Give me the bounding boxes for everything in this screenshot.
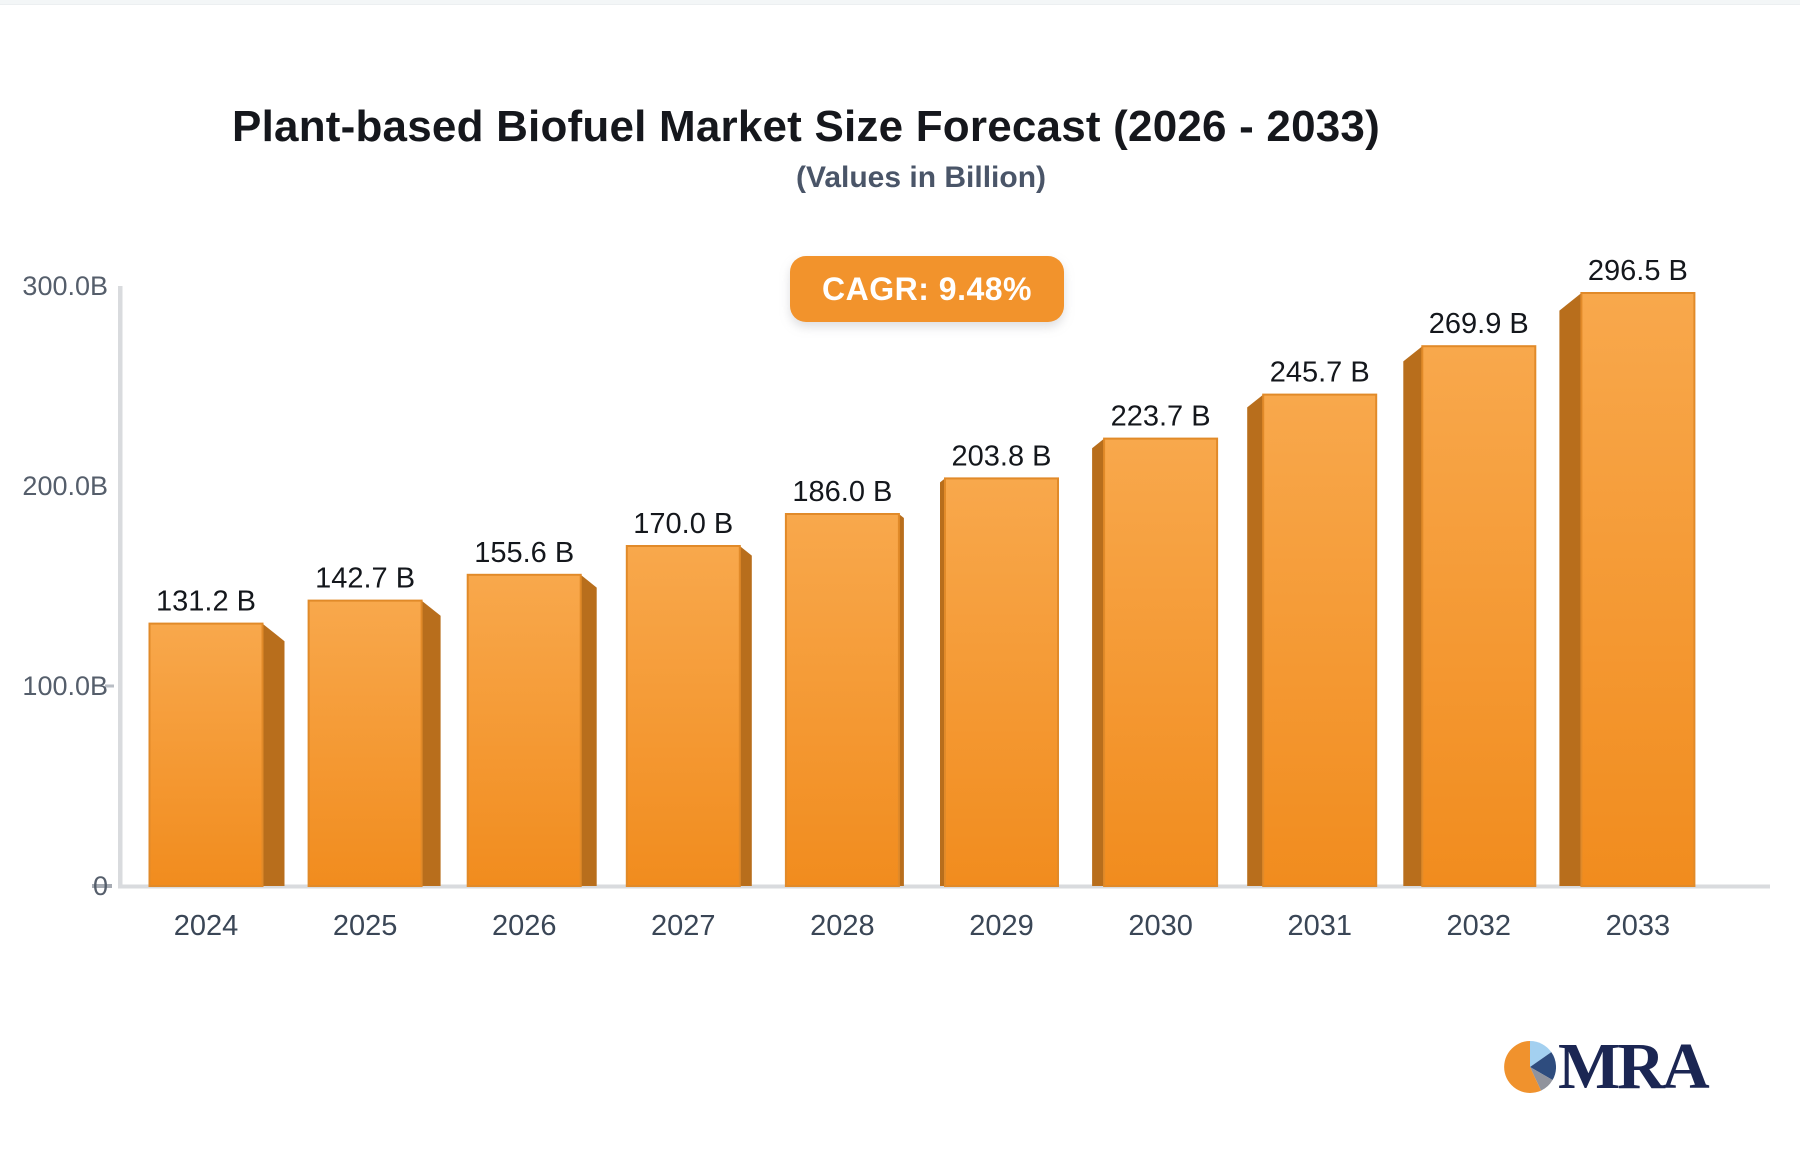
chart-subtitle: (Values in Billion) bbox=[795, 161, 1047, 194]
bar-value-label: 170.0 B bbox=[633, 508, 733, 540]
bar-value-label: 203.8 B bbox=[952, 440, 1052, 472]
bar-2032 bbox=[1421, 345, 1537, 887]
bar-2029 bbox=[944, 477, 1059, 887]
x-tick-label: 2025 bbox=[333, 910, 398, 942]
bar-side-face bbox=[1092, 438, 1105, 886]
bar-2024 bbox=[148, 622, 264, 887]
y-tick-label: 200.0B bbox=[22, 471, 108, 501]
bar-2030 bbox=[1103, 437, 1219, 887]
bar-value-label: 155.6 B bbox=[474, 537, 574, 569]
bar-side-face bbox=[1403, 346, 1423, 886]
y-tick-label: 100.0B bbox=[22, 671, 108, 701]
bar-side-face bbox=[898, 514, 904, 886]
bar-2025 bbox=[307, 599, 423, 887]
x-tick-label: 2031 bbox=[1287, 910, 1352, 942]
bar-2028 bbox=[784, 513, 900, 887]
bar-side-face bbox=[421, 600, 441, 886]
bar-value-label: 245.7 B bbox=[1270, 357, 1370, 389]
mra-pie-icon bbox=[1504, 1041, 1556, 1093]
pie-slice-navy bbox=[1530, 1052, 1556, 1080]
mra-logo-text: MRA bbox=[1558, 1030, 1710, 1103]
x-tick-label: 2028 bbox=[810, 910, 875, 942]
x-tick-label: 2029 bbox=[969, 910, 1034, 942]
y-tick-mark-100 bbox=[105, 684, 114, 688]
y-tick-label: 0 bbox=[93, 871, 108, 901]
bar-side-face bbox=[1559, 293, 1582, 886]
x-tick-label: 2026 bbox=[492, 910, 557, 942]
x-tick-label: 2033 bbox=[1606, 910, 1671, 942]
bar-side-face bbox=[580, 574, 597, 886]
bar-value-label: 296.5 B bbox=[1588, 255, 1688, 287]
bar-value-label: 269.9 B bbox=[1429, 308, 1529, 340]
x-tick-label: 2032 bbox=[1447, 910, 1512, 942]
x-tick-label: 2027 bbox=[651, 910, 716, 942]
bar-value-label: 142.7 B bbox=[315, 563, 415, 595]
chart-title: Plant-based Biofuel Market Size Forecast… bbox=[232, 102, 1380, 151]
bar-value-label: 186.0 B bbox=[792, 476, 892, 508]
cagr-badge: CAGR: 9.48% bbox=[790, 256, 1064, 322]
x-tick-label: 2024 bbox=[174, 910, 239, 942]
bar-value-label: 223.7 B bbox=[1111, 401, 1211, 433]
bar-2031 bbox=[1262, 393, 1378, 887]
bar-2027 bbox=[625, 545, 741, 887]
top-edge-strip bbox=[0, 0, 1800, 5]
pie-slice-orange bbox=[1504, 1041, 1542, 1093]
bar-side-face bbox=[940, 478, 945, 886]
y-tick-label: 300.0B bbox=[22, 271, 108, 301]
bar-2026 bbox=[466, 573, 582, 887]
pie-slice-lightblue bbox=[1530, 1041, 1552, 1067]
bar-side-face bbox=[739, 546, 752, 886]
x-tick-label: 2030 bbox=[1128, 910, 1193, 942]
bar-2033 bbox=[1580, 292, 1696, 887]
bar-side-face bbox=[262, 623, 285, 886]
bar-side-face bbox=[1247, 394, 1264, 886]
bar-value-label: 131.2 B bbox=[156, 586, 256, 618]
pie-slice-gray bbox=[1530, 1067, 1553, 1091]
mra-logo: MRA bbox=[1504, 1030, 1710, 1103]
y-axis-line bbox=[118, 286, 123, 888]
y-tick-mark-0 bbox=[92, 884, 112, 888]
